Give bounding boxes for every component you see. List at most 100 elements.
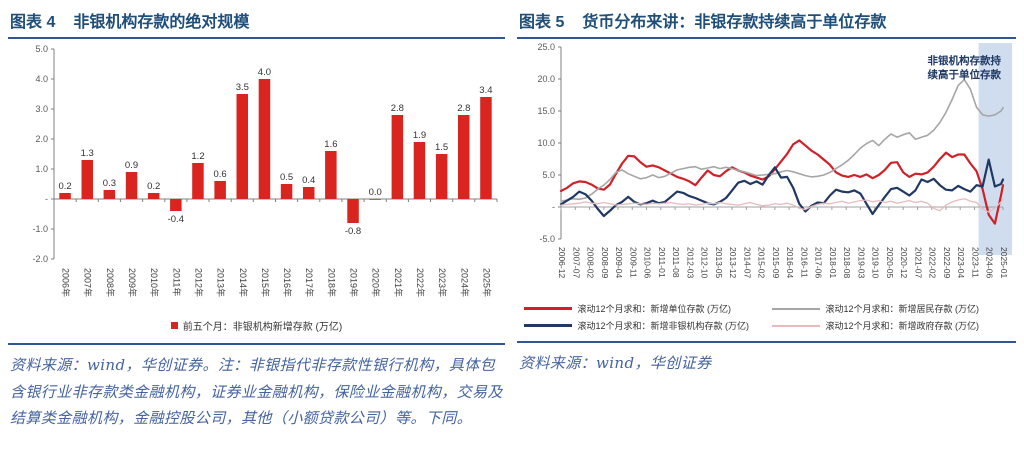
svg-text:-5.0: -5.0 — [539, 234, 555, 244]
svg-text:2016年: 2016年 — [282, 268, 293, 297]
svg-text:2011-01: 2011-01 — [657, 247, 667, 278]
svg-text:2024-06: 2024-06 — [985, 247, 995, 278]
svg-text:2020年: 2020年 — [371, 268, 382, 297]
svg-text:2020-05: 2020-05 — [885, 247, 895, 278]
svg-text:2015-09: 2015-09 — [771, 247, 781, 278]
svg-text:5.0: 5.0 — [35, 44, 48, 54]
figure5-legend-row-1: 滚动12个月求和：新增单位存款 (万亿) 滚动12个月求和：新增居民存款 (万亿… — [517, 302, 1016, 315]
figure5-bottom-rule — [517, 341, 1016, 343]
figure4-panel: 图表 4 非银机构存款的绝对规模 5.0 4.0 3.0 2.0 1.0 - -1.0 -2.… — [8, 6, 505, 432]
legend-navy-line-marker — [523, 324, 572, 327]
svg-text:2.0: 2.0 — [35, 134, 48, 144]
figure5-header: 图表 5 货币分布来讲：非银存款持续高于单位存款 — [517, 6, 1016, 37]
figure5-panel: 图表 5 货币分布来讲：非银存款持续高于单位存款 25.0 20.0 15.0 10.… — [517, 6, 1016, 432]
figure4-legend-label: 前五个月：非银机构新增存款 (万亿) — [182, 321, 343, 333]
svg-text:-: - — [552, 202, 555, 212]
legend-pink-line-marker — [771, 324, 820, 327]
svg-text:1.9: 1.9 — [413, 130, 426, 141]
svg-text:2006-12: 2006-12 — [557, 247, 567, 278]
svg-text:2018年: 2018年 — [326, 268, 337, 297]
svg-text:2008年: 2008年 — [105, 268, 116, 297]
legend-item-government-deposits: 滚动12个月求和：新增政府存款 (万亿) — [771, 319, 1010, 332]
svg-text:0.0: 0.0 — [369, 187, 382, 198]
svg-text:2007-07: 2007-07 — [571, 247, 581, 278]
figure4-tag: 图表 4 — [10, 14, 56, 31]
svg-text:0.2: 0.2 — [147, 181, 160, 192]
svg-text:2018-01: 2018-01 — [828, 247, 838, 278]
svg-text:2019-03: 2019-03 — [856, 247, 866, 278]
svg-text:2023年: 2023年 — [437, 268, 448, 297]
svg-text:2022-02: 2022-02 — [928, 247, 938, 278]
figure5-source-note: 资料来源：wind，华创证券 — [519, 354, 712, 372]
svg-text:2012-03: 2012-03 — [685, 247, 695, 278]
svg-text:2016-04: 2016-04 — [785, 247, 795, 278]
svg-text:-1.0: -1.0 — [32, 224, 48, 234]
svg-text:2020-12: 2020-12 — [899, 247, 909, 278]
svg-text:2.8: 2.8 — [391, 103, 404, 114]
svg-text:2014年: 2014年 — [238, 268, 249, 297]
svg-text:1.2: 1.2 — [191, 151, 204, 162]
svg-text:5.0: 5.0 — [542, 170, 555, 180]
svg-text:25.0: 25.0 — [537, 42, 555, 52]
svg-text:2013年: 2013年 — [216, 268, 227, 297]
bar-chart-nonbank-deposits: 5.0 4.0 3.0 2.0 1.0 - -1.0 -2.0 0.2 2006年 1.3 2007年… — [32, 44, 498, 297]
svg-text:-: - — [45, 194, 48, 204]
svg-text:2012-10: 2012-10 — [700, 247, 710, 278]
figure5-title: 货币分布来讲：非银存款持续高于单位存款 — [582, 14, 887, 31]
svg-text:0.6: 0.6 — [213, 169, 226, 180]
svg-text:2019年: 2019年 — [349, 268, 360, 297]
figure4-title-rule — [8, 37, 505, 39]
svg-text:2010-06: 2010-06 — [643, 247, 653, 278]
svg-text:2023-11: 2023-11 — [971, 247, 981, 278]
svg-text:2.8: 2.8 — [457, 103, 470, 114]
svg-text:-0.4: -0.4 — [168, 214, 184, 225]
svg-text:2025年: 2025年 — [481, 268, 492, 297]
svg-text:续高于单位存款: 续高于单位存款 — [928, 68, 1002, 81]
svg-text:4.0: 4.0 — [258, 67, 271, 78]
svg-text:3.0: 3.0 — [35, 104, 48, 114]
figure5-title-rule — [517, 37, 1016, 39]
svg-text:2022年: 2022年 — [415, 268, 426, 297]
figure4-source-note: 资料来源：wind，华创证券。注：非银指代非存款性银行机构，具体包含银行业非存款… — [10, 356, 503, 428]
svg-text:2009-04: 2009-04 — [614, 247, 624, 278]
legend-label-household-deposits: 滚动12个月求和：新增居民存款 (万亿) — [825, 304, 980, 314]
figure4-title: 非银机构存款的绝对规模 — [73, 14, 250, 31]
svg-text:4.0: 4.0 — [35, 74, 48, 84]
legend-label-unit-deposits: 滚动12个月求和：新增单位存款 (万亿) — [577, 304, 732, 314]
svg-text:-2.0: -2.0 — [32, 254, 48, 264]
legend-item-household-deposits: 滚动12个月求和：新增居民存款 (万亿) — [771, 302, 1010, 315]
svg-text:2018-08: 2018-08 — [842, 247, 852, 278]
svg-text:2019-10: 2019-10 — [871, 247, 881, 278]
svg-text:1.5: 1.5 — [435, 142, 448, 153]
svg-text:2011-08: 2011-08 — [671, 247, 681, 278]
svg-text:0.2: 0.2 — [58, 181, 71, 192]
svg-text:10.0: 10.0 — [537, 138, 555, 148]
svg-text:2017-06: 2017-06 — [814, 247, 824, 278]
figure4-header: 图表 4 非银机构存款的绝对规模 — [8, 6, 505, 37]
svg-text:2006年: 2006年 — [61, 268, 72, 297]
svg-text:3.5: 3.5 — [236, 82, 249, 93]
legend-red-line-marker — [523, 307, 572, 310]
svg-text:2008-09: 2008-09 — [600, 247, 610, 278]
svg-text:0.9: 0.9 — [125, 160, 138, 171]
legend-item-nonbank-deposits: 滚动12个月求和：新增非银机构存款 (万亿) — [523, 319, 762, 332]
svg-text:2014-07: 2014-07 — [742, 247, 752, 278]
svg-text:2009年: 2009年 — [127, 268, 138, 297]
svg-text:2015年: 2015年 — [260, 268, 271, 297]
svg-text:2009-11: 2009-11 — [628, 247, 638, 278]
svg-text:1.6: 1.6 — [324, 139, 337, 150]
svg-text:0.4: 0.4 — [302, 175, 315, 186]
svg-text:0.3: 0.3 — [103, 178, 116, 189]
svg-text:2022-09: 2022-09 — [942, 247, 952, 278]
svg-text:20.0: 20.0 — [537, 74, 555, 84]
svg-text:2015-02: 2015-02 — [757, 247, 767, 278]
svg-text:2013-12: 2013-12 — [728, 247, 738, 278]
svg-text:2023-04: 2023-04 — [956, 247, 966, 278]
figure5-legend-row-2: 滚动12个月求和：新增非银机构存款 (万亿) 滚动12个月求和：新增政府存款 (… — [517, 319, 1016, 332]
svg-text:15.0: 15.0 — [537, 106, 555, 116]
svg-text:2011年: 2011年 — [171, 268, 182, 296]
svg-text:2007年: 2007年 — [83, 268, 94, 297]
svg-text:2012年: 2012年 — [194, 268, 205, 297]
svg-text:1.3: 1.3 — [81, 148, 94, 159]
